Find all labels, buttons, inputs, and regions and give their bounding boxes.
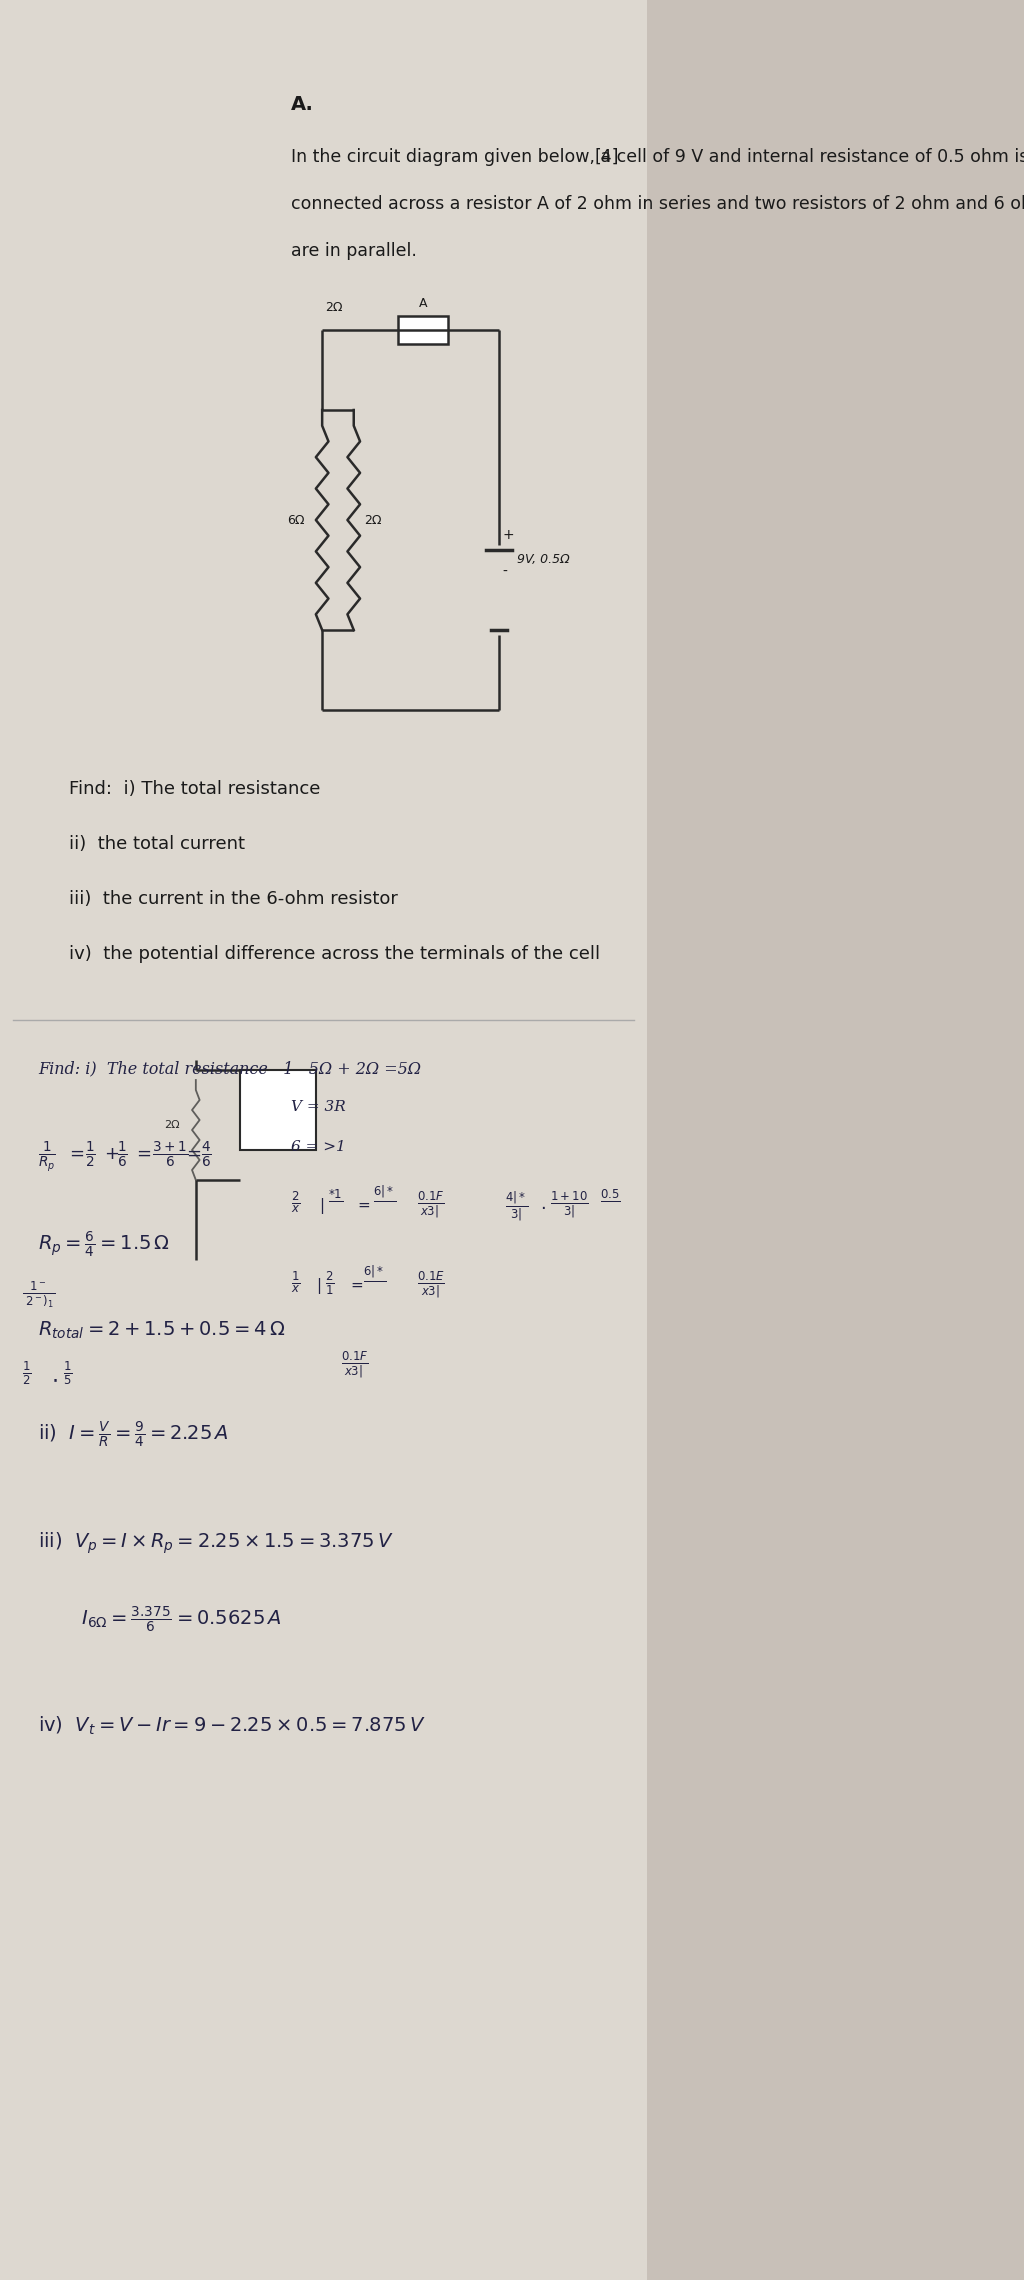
Text: $\frac{6|*}{\ }$: $\frac{6|*}{\ }$ [373,1190,396,1208]
Text: $\frac{0.1F}{x3|}$: $\frac{0.1F}{x3|}$ [341,1350,369,1379]
Text: $\frac{1}{6}$: $\frac{1}{6}$ [117,1140,128,1170]
Text: 2Ω: 2Ω [326,301,343,315]
Text: |: | [315,1279,321,1295]
Text: $\cdot$: $\cdot$ [50,1370,57,1391]
Text: $\frac{6|*}{\ }$: $\frac{6|*}{\ }$ [364,1270,387,1288]
Text: 2Ω: 2Ω [165,1119,180,1131]
Text: $\frac{1}{5}$: $\frac{1}{5}$ [63,1359,73,1389]
Text: Find:  i) The total resistance: Find: i) The total resistance [70,780,321,798]
Text: =: = [350,1279,364,1293]
Text: are in parallel.: are in parallel. [291,242,417,260]
Text: A.: A. [291,96,313,114]
Text: $\frac{2}{1}$: $\frac{2}{1}$ [326,1270,335,1297]
Text: In the circuit diagram given below, a cell of 9 V and internal resistance of 0.5: In the circuit diagram given below, a ce… [291,148,1024,166]
Text: =: = [186,1145,202,1163]
Text: =: = [136,1145,151,1163]
Text: ii)  the total current: ii) the total current [70,834,246,853]
Text: [4]: [4] [595,148,620,166]
Text: $\frac{0.1E}{x3|}$: $\frac{0.1E}{x3|}$ [417,1270,444,1300]
Text: $\frac{4}{6}$: $\frac{4}{6}$ [201,1140,212,1170]
Text: +: + [502,529,514,543]
Text: iii)  $V_p = I \times R_p = 2.25 \times 1.5 = 3.375\,V$: iii) $V_p = I \times R_p = 2.25 \times 1… [38,1530,393,1555]
Text: iii)  the current in the 6-ohm resistor: iii) the current in the 6-ohm resistor [70,889,398,907]
Text: $\frac{1}{2}$: $\frac{1}{2}$ [23,1359,32,1389]
Text: Find: i)  The total resistance   1   5Ω + 2Ω =5Ω: Find: i) The total resistance 1 5Ω + 2Ω … [38,1060,421,1076]
Text: $\frac{0.5}{\ }$: $\frac{0.5}{\ }$ [600,1190,621,1208]
Text: $\frac{0.1F}{x3|}$: $\frac{0.1F}{x3|}$ [417,1190,444,1220]
Text: =: = [70,1145,85,1163]
Text: $\frac{1}{2}$: $\frac{1}{2}$ [85,1140,96,1170]
Bar [240,1069,315,1149]
Text: =: = [357,1197,370,1213]
Text: -: - [502,565,507,579]
Text: $R_{total} = 2 + 1.5 + 0.5 = 4\,\Omega$: $R_{total} = 2 + 1.5 + 0.5 = 4\,\Omega$ [38,1320,285,1341]
Text: 2Ω: 2Ω [364,513,381,527]
Text: $\frac{1^-}{_{\ }2^-)_1}$: $\frac{1^-}{_{\ }2^-)_1}$ [23,1279,55,1311]
Text: A: A [419,296,427,310]
Text: ii)  $I = \frac{V}{R} = \frac{9}{4} = 2.25\,A$: ii) $I = \frac{V}{R} = \frac{9}{4} = 2.2… [38,1420,228,1450]
Text: $\frac{1}{R_p}$: $\frac{1}{R_p}$ [38,1140,56,1174]
Text: +: + [104,1145,119,1163]
Text: V = 3R: V = 3R [291,1099,345,1115]
Text: 6Ω: 6Ω [287,513,304,527]
Text: $I_{6\Omega} = \frac{3.375}{6} = 0.5625\,A$: $I_{6\Omega} = \frac{3.375}{6} = 0.5625\… [38,1605,282,1635]
Text: $\frac{1}{x}$: $\frac{1}{x}$ [291,1270,300,1295]
Text: |: | [319,1197,325,1213]
Text: $\frac{1+10}{3|}$: $\frac{1+10}{3|}$ [550,1190,588,1220]
Text: $\frac{*1}{\ }$: $\frac{*1}{\ }$ [329,1190,344,1208]
Text: $\frac{4|*}{3|}$: $\frac{4|*}{3|}$ [506,1190,529,1224]
Bar [398,317,449,344]
Text: 6 = >1: 6 = >1 [291,1140,345,1154]
Text: $\frac{2}{x}$: $\frac{2}{x}$ [291,1190,300,1215]
Text: iv)  the potential difference across the terminals of the cell: iv) the potential difference across the … [70,944,601,962]
Text: $\cdot$: $\cdot$ [540,1197,546,1215]
Text: iv)  $V_t = V - Ir = 9 - 2.25 \times 0.5 = 7.875\,V$: iv) $V_t = V - Ir = 9 - 2.25 \times 0.5 … [38,1715,426,1737]
Text: $R_p = \frac{6}{4} = 1.5\,\Omega$: $R_p = \frac{6}{4} = 1.5\,\Omega$ [38,1229,170,1261]
Text: 9V, 0.5Ω: 9V, 0.5Ω [517,554,569,565]
Text: $\frac{3+1}{6}$: $\frac{3+1}{6}$ [152,1140,187,1170]
Text: connected across a resistor A of 2 ohm in series and two resistors of 2 ohm and : connected across a resistor A of 2 ohm i… [291,196,1024,212]
